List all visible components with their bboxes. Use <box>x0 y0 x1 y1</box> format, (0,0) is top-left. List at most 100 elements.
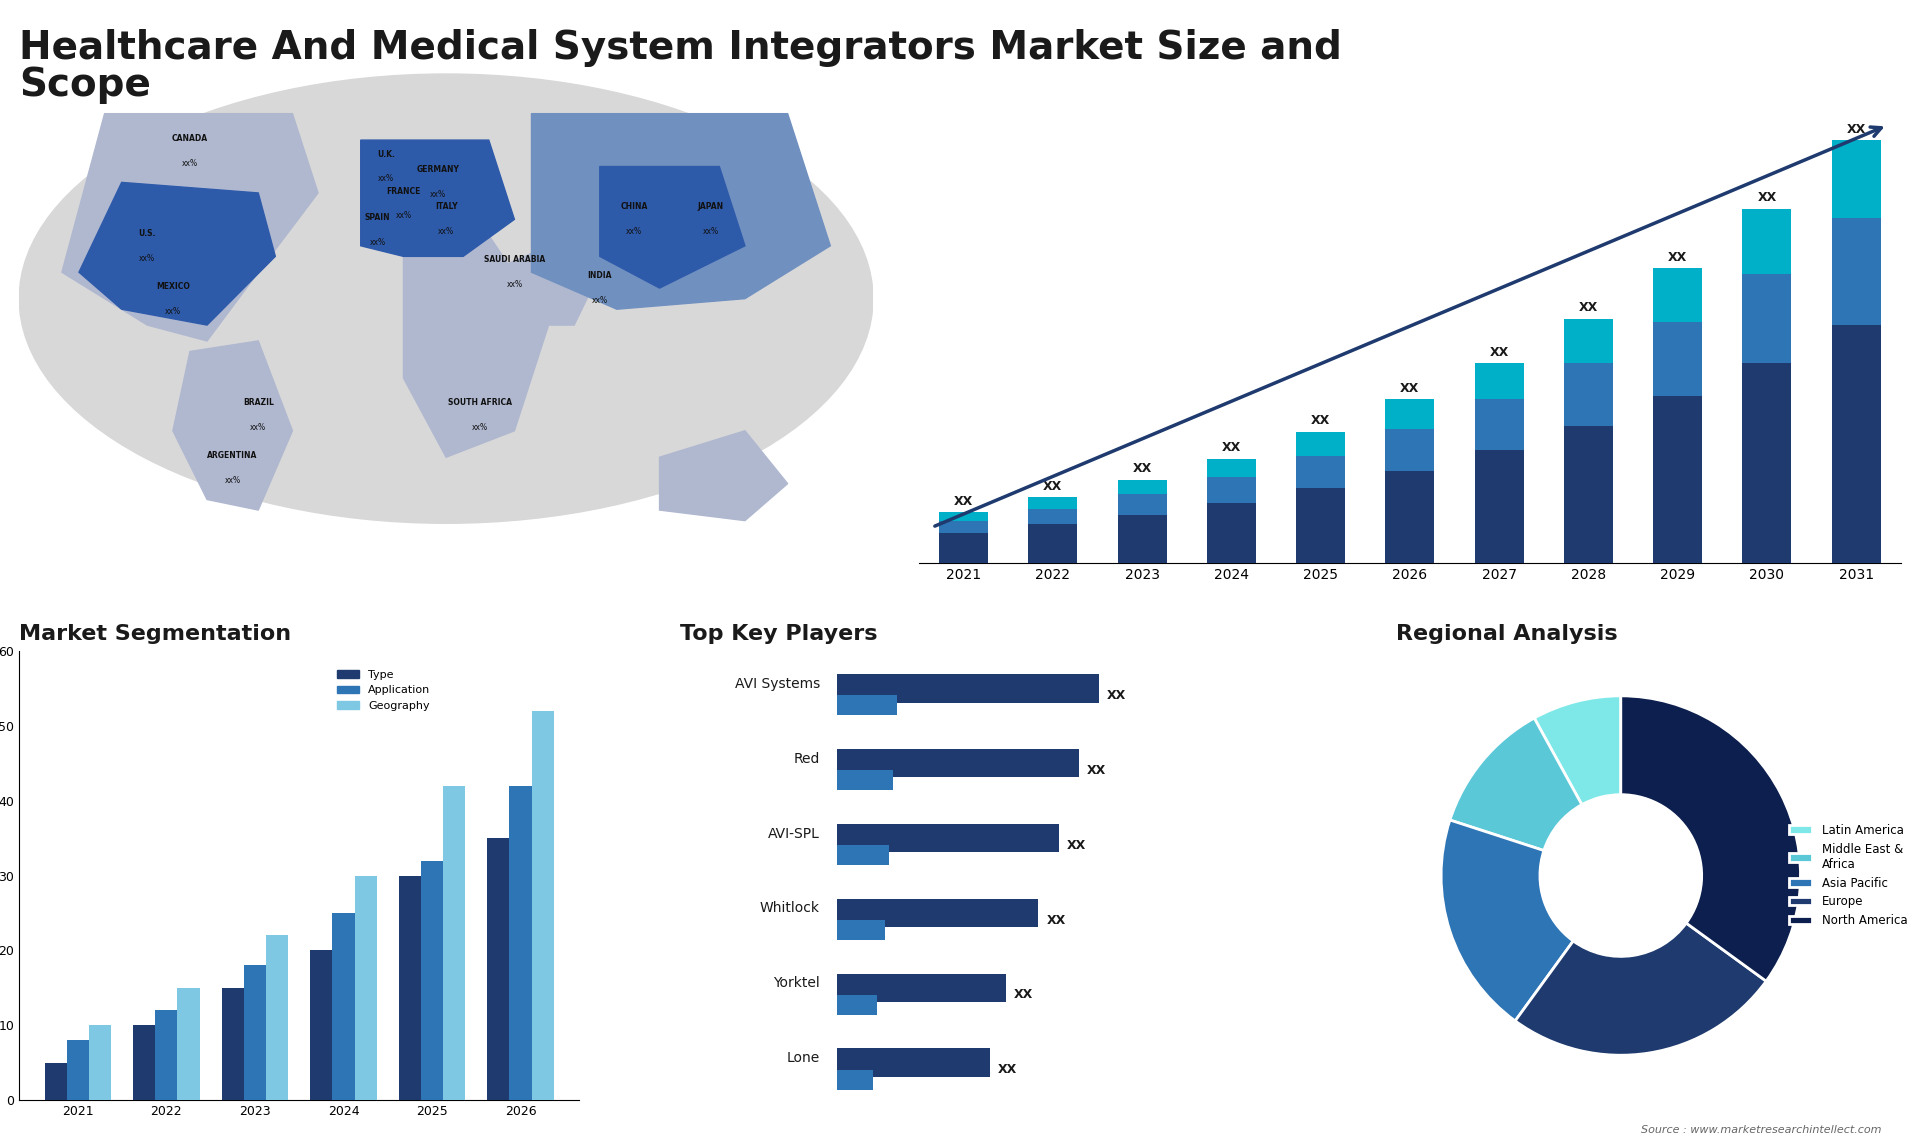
Bar <box>1653 322 1703 397</box>
Text: AVI-SPL: AVI-SPL <box>768 826 820 841</box>
Bar <box>1832 324 1882 563</box>
Text: xx%: xx% <box>438 227 455 236</box>
Text: SAUDI ARABIA: SAUDI ARABIA <box>484 256 545 265</box>
Bar <box>1296 488 1346 563</box>
Polygon shape <box>79 182 275 325</box>
Bar <box>1832 140 1882 218</box>
Bar <box>132 1026 156 1100</box>
Bar <box>1208 477 1256 503</box>
Text: xx%: xx% <box>396 212 411 220</box>
Bar <box>1296 456 1346 488</box>
Text: JAPAN: JAPAN <box>697 203 724 212</box>
Text: AVI Systems: AVI Systems <box>735 677 820 691</box>
Text: BRAZIL: BRAZIL <box>242 398 275 407</box>
Text: U.K.: U.K. <box>378 150 396 158</box>
Text: Red: Red <box>793 752 820 766</box>
Bar <box>1029 509 1077 524</box>
Polygon shape <box>61 113 319 340</box>
Text: Healthcare And Medical System Integrators Market Size and: Healthcare And Medical System Integrator… <box>19 29 1342 66</box>
Polygon shape <box>361 140 515 257</box>
Text: FRANCE: FRANCE <box>386 187 420 196</box>
Text: XX: XX <box>1668 251 1688 264</box>
Polygon shape <box>599 166 745 288</box>
Bar <box>1296 432 1346 456</box>
Bar <box>488 838 509 1100</box>
Ellipse shape <box>19 74 874 524</box>
Text: xx%: xx% <box>591 296 609 305</box>
Text: xx%: xx% <box>165 307 180 315</box>
Text: XX: XX <box>1578 301 1597 314</box>
Polygon shape <box>173 340 292 510</box>
Text: XX: XX <box>1221 441 1240 454</box>
Text: CANADA: CANADA <box>173 134 207 143</box>
Text: Market Segmentation: Market Segmentation <box>19 623 292 644</box>
Text: CHINA: CHINA <box>620 203 647 212</box>
Text: Whitlock: Whitlock <box>760 902 820 916</box>
Bar <box>1117 479 1167 494</box>
Bar <box>1475 399 1524 449</box>
Bar <box>1029 524 1077 563</box>
Bar <box>1117 516 1167 563</box>
Bar <box>1563 319 1613 363</box>
Text: XX: XX <box>1043 480 1062 493</box>
Text: MEXICO: MEXICO <box>156 282 190 291</box>
Text: XX: XX <box>954 495 973 508</box>
Bar <box>332 913 355 1100</box>
Bar <box>399 876 420 1100</box>
Bar <box>1563 426 1613 563</box>
Text: XX: XX <box>1400 382 1419 394</box>
Text: xx%: xx% <box>225 476 240 485</box>
Text: Regional Analysis: Regional Analysis <box>1396 623 1619 644</box>
Bar <box>156 1011 177 1100</box>
Bar <box>509 786 532 1100</box>
Text: GERMANY: GERMANY <box>417 165 459 174</box>
Text: ARGENTINA: ARGENTINA <box>207 450 257 460</box>
Text: XX: XX <box>1757 191 1776 204</box>
Polygon shape <box>660 431 787 520</box>
Bar <box>355 876 376 1100</box>
Bar <box>1117 494 1167 516</box>
Bar <box>244 965 267 1100</box>
Text: xx%: xx% <box>626 227 641 236</box>
Bar <box>1653 268 1703 322</box>
Bar <box>311 950 332 1100</box>
Bar <box>67 1041 88 1100</box>
Bar <box>420 861 444 1100</box>
Text: XX: XX <box>1847 123 1866 135</box>
Text: xx%: xx% <box>140 253 156 262</box>
Wedge shape <box>1450 719 1582 850</box>
Wedge shape <box>1442 821 1572 1021</box>
Bar <box>532 711 553 1100</box>
Bar <box>1029 497 1077 509</box>
Bar <box>1741 209 1791 274</box>
Bar <box>939 533 989 563</box>
Polygon shape <box>532 113 829 309</box>
Bar <box>1832 218 1882 324</box>
Bar <box>1386 429 1434 471</box>
Bar <box>1741 274 1791 363</box>
Bar <box>1741 363 1791 563</box>
Text: Lone: Lone <box>787 1051 820 1066</box>
Bar <box>939 521 989 533</box>
Text: xx%: xx% <box>250 423 267 432</box>
Bar <box>88 1026 111 1100</box>
Text: xx%: xx% <box>472 423 488 432</box>
Text: U.S.: U.S. <box>138 229 156 238</box>
Polygon shape <box>403 235 549 457</box>
Bar <box>1475 363 1524 399</box>
Bar <box>177 988 200 1100</box>
Text: Source : www.marketresearchintellect.com: Source : www.marketresearchintellect.com <box>1642 1124 1882 1135</box>
Text: XX: XX <box>1133 462 1152 476</box>
Bar <box>221 988 244 1100</box>
Bar <box>939 512 989 521</box>
Text: Yorktel: Yorktel <box>774 976 820 990</box>
Text: Top Key Players: Top Key Players <box>680 623 877 644</box>
Text: SOUTH AFRICA: SOUTH AFRICA <box>447 398 513 407</box>
Text: XX: XX <box>1490 346 1509 359</box>
Bar <box>267 935 288 1100</box>
Polygon shape <box>490 245 599 325</box>
Text: INDIA: INDIA <box>588 272 612 280</box>
Wedge shape <box>1534 696 1620 804</box>
Bar <box>1208 458 1256 477</box>
Text: xx%: xx% <box>378 174 394 183</box>
